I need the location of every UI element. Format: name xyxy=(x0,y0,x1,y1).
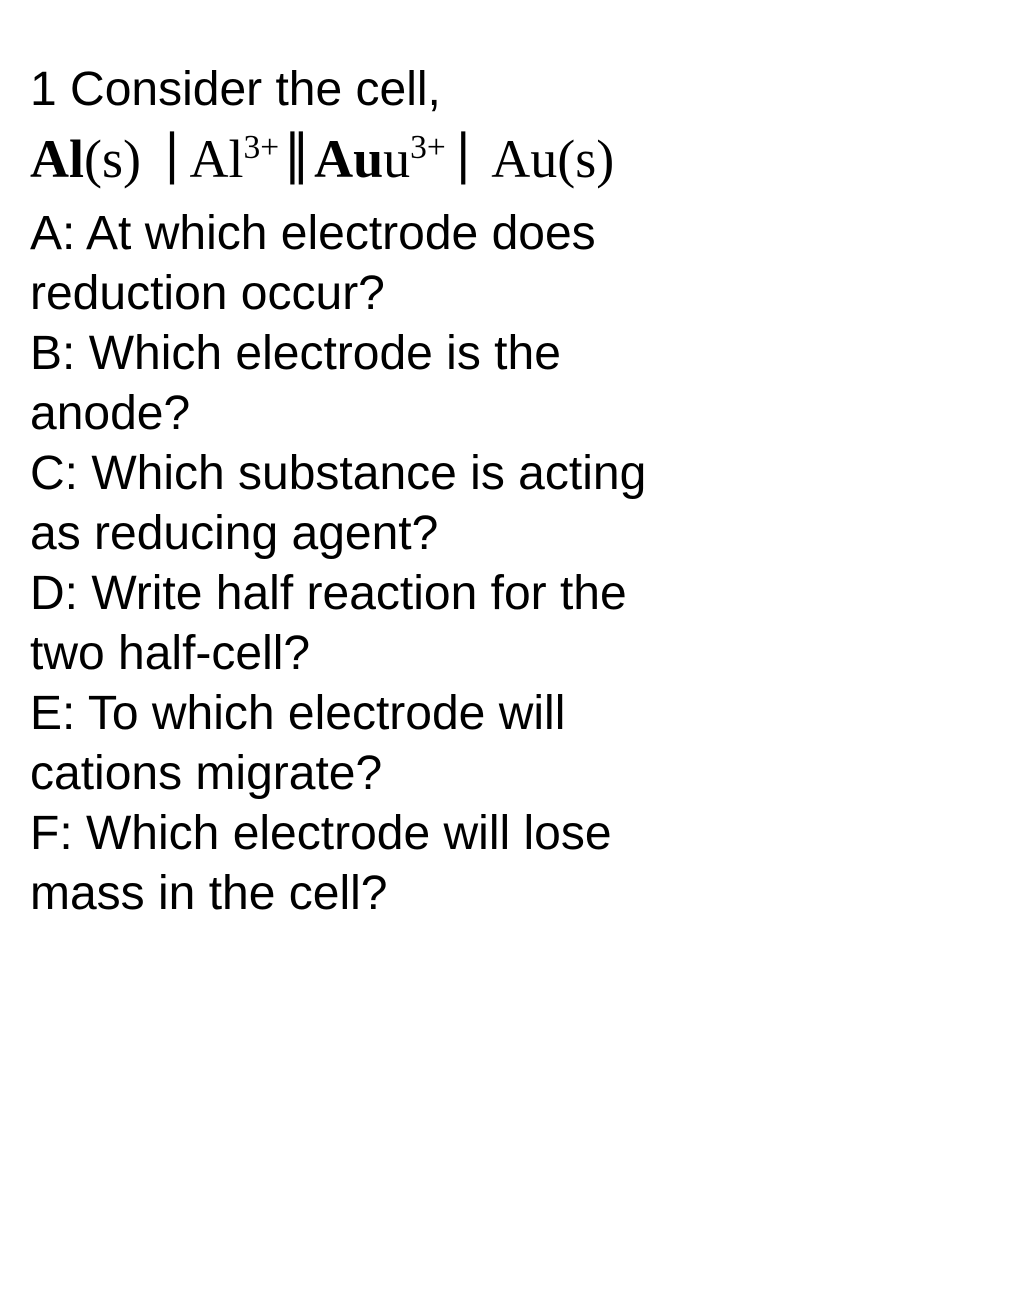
qE-line2: cations migrate? xyxy=(30,744,994,804)
qC-line1: C: Which substance is acting xyxy=(30,444,994,504)
f-u-ion: u xyxy=(383,129,410,189)
f-bar2: ∥ xyxy=(279,122,314,190)
f-Au-s: Au(s) xyxy=(491,129,614,189)
qF-line2: mass in the cell? xyxy=(30,864,994,924)
f-Al-ion: Al xyxy=(189,129,243,189)
f-sup1: 3+ xyxy=(243,129,279,166)
f-Al-bold: Al xyxy=(30,129,84,189)
f-bar3: ∣ xyxy=(446,122,481,190)
qA-line1: A: At which electrode does xyxy=(30,204,994,264)
f-s1: (s) xyxy=(84,129,141,189)
qD-line1: D: Write half reaction for the xyxy=(30,564,994,624)
qE-line1: E: To which electrode will xyxy=(30,684,994,744)
qB-line1: B: Which electrode is the xyxy=(30,324,994,384)
f-sup2: 3+ xyxy=(410,129,446,166)
qF-line1: F: Which electrode will lose xyxy=(30,804,994,864)
intro-line: 1 Consider the cell, xyxy=(30,60,994,120)
f-Au-bold: Au xyxy=(314,129,383,189)
f-bar1: ∣ xyxy=(154,122,189,190)
qD-line2: two half-cell? xyxy=(30,624,994,684)
qB-line2: anode? xyxy=(30,384,994,444)
qC-line2: as reducing agent? xyxy=(30,504,994,564)
question-page: 1 Consider the cell, Al(s) ∣Al3+∥Auu3+∣ … xyxy=(0,0,1024,954)
qA-line2: reduction occur? xyxy=(30,264,994,324)
cell-formula: Al(s) ∣Al3+∥Auu3+∣ Au(s) xyxy=(30,126,994,194)
